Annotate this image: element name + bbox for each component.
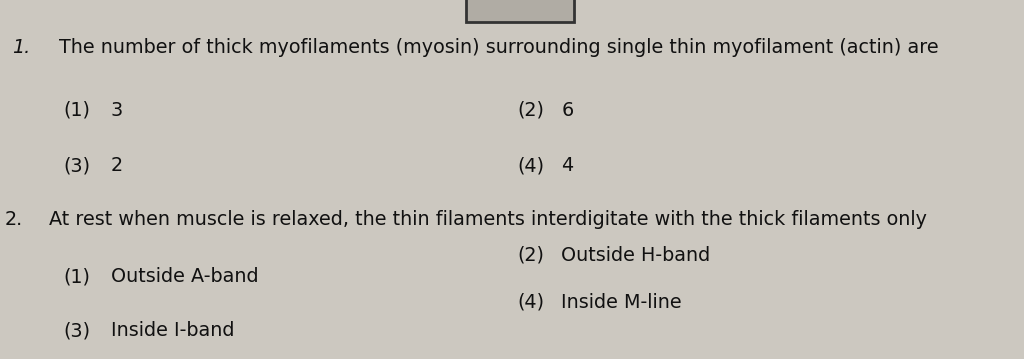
Text: (4): (4) — [517, 156, 544, 175]
Text: (3): (3) — [63, 321, 90, 340]
Text: 4: 4 — [561, 156, 573, 175]
Bar — [467, 0, 573, 22]
Text: 2: 2 — [111, 156, 123, 175]
Text: 3: 3 — [111, 101, 123, 120]
Text: The number of thick myofilaments (myosin) surrounding single thin myofilament (a: The number of thick myofilaments (myosin… — [59, 38, 939, 57]
Text: 2.: 2. — [5, 210, 24, 229]
Text: 1.: 1. — [12, 38, 31, 57]
Text: At rest when muscle is relaxed, the thin filaments interdigitate with the thick : At rest when muscle is relaxed, the thin… — [49, 210, 927, 229]
Text: (1): (1) — [63, 101, 90, 120]
Text: (2): (2) — [517, 246, 544, 265]
Text: (4): (4) — [517, 293, 544, 312]
Text: Inside I-band: Inside I-band — [111, 321, 234, 340]
Text: (1): (1) — [63, 267, 90, 286]
Text: Outside A-band: Outside A-band — [111, 267, 258, 286]
Text: (2): (2) — [517, 101, 544, 120]
Text: Outside H-band: Outside H-band — [561, 246, 711, 265]
Text: Inside M-line: Inside M-line — [561, 293, 682, 312]
Text: (3): (3) — [63, 156, 90, 175]
Text: 6: 6 — [561, 101, 573, 120]
